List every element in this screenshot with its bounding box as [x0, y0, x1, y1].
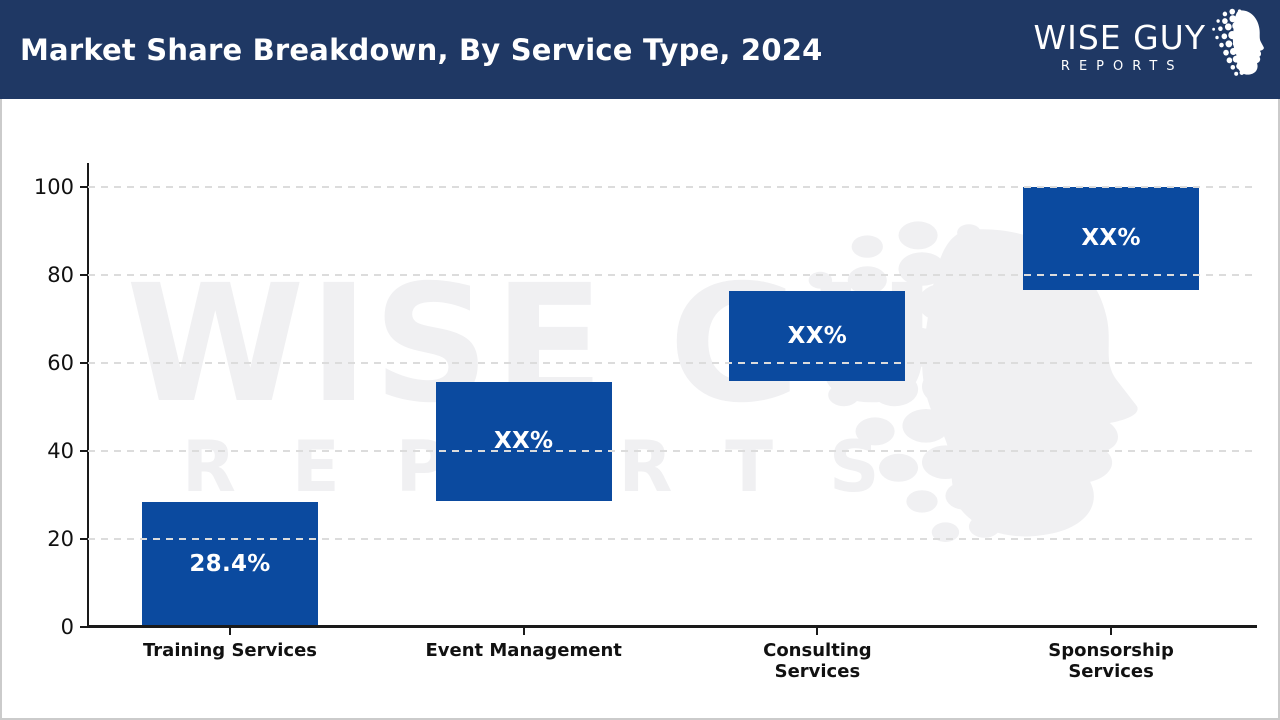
- gridline-100: [88, 186, 1257, 188]
- y-tick-label-0: 0: [60, 615, 74, 639]
- gridline-80: [88, 274, 1257, 276]
- gridline-40: [88, 450, 1257, 452]
- bar-value-label: XX%: [787, 322, 848, 349]
- y-tick-20: [80, 538, 88, 540]
- x-tick-2: [816, 628, 819, 635]
- y-tick-60: [80, 362, 88, 364]
- logo-face-icon: [1212, 8, 1264, 76]
- y-tick-80: [80, 274, 88, 276]
- y-tick-0: [80, 626, 88, 628]
- x-category-label: Event Management: [425, 640, 622, 661]
- x-category-label: Training Services: [143, 640, 317, 661]
- bar-training-services: 28.4%: [142, 502, 318, 626]
- x-tick-1: [522, 628, 525, 635]
- logo-wordmark: WISE GUY: [1033, 18, 1206, 57]
- y-tick-label-60: 60: [47, 351, 74, 375]
- wiseguy-logo: WISE GUY REPORTS: [1033, 7, 1270, 95]
- x-category-label: Sponsorship Services: [1048, 640, 1174, 682]
- gridline-60: [88, 362, 1257, 364]
- x-tick-0: [229, 628, 231, 635]
- header-bar: Market Share Breakdown, By Service Type,…: [0, 0, 1280, 99]
- y-tick-100: [80, 186, 88, 188]
- bar-value-label: XX%: [1081, 225, 1141, 252]
- y-tick-label-100: 100: [33, 175, 74, 199]
- bar-value-label: 28.4%: [189, 551, 271, 577]
- x-axis-line: [87, 625, 1257, 628]
- page-title: Market Share Breakdown, By Service Type,…: [20, 32, 823, 67]
- bar-event-management: XX%: [435, 381, 612, 502]
- x-tick-3: [1110, 628, 1113, 635]
- bar-sponsorship-services: XX%: [1023, 187, 1200, 290]
- y-tick-label-40: 40: [47, 439, 74, 463]
- y-tick-label-80: 80: [47, 263, 74, 287]
- logo-text: WISE GUY REPORTS: [1033, 18, 1206, 75]
- y-tick-label-20: 20: [47, 527, 74, 551]
- logo-subtext: REPORTS: [1060, 59, 1184, 75]
- gridline-20: [88, 538, 1257, 540]
- bar-consulting-services: XX%: [729, 290, 906, 381]
- y-axis-line: [87, 163, 89, 628]
- x-category-label: Consulting Services: [763, 640, 872, 682]
- y-tick-40: [80, 450, 88, 452]
